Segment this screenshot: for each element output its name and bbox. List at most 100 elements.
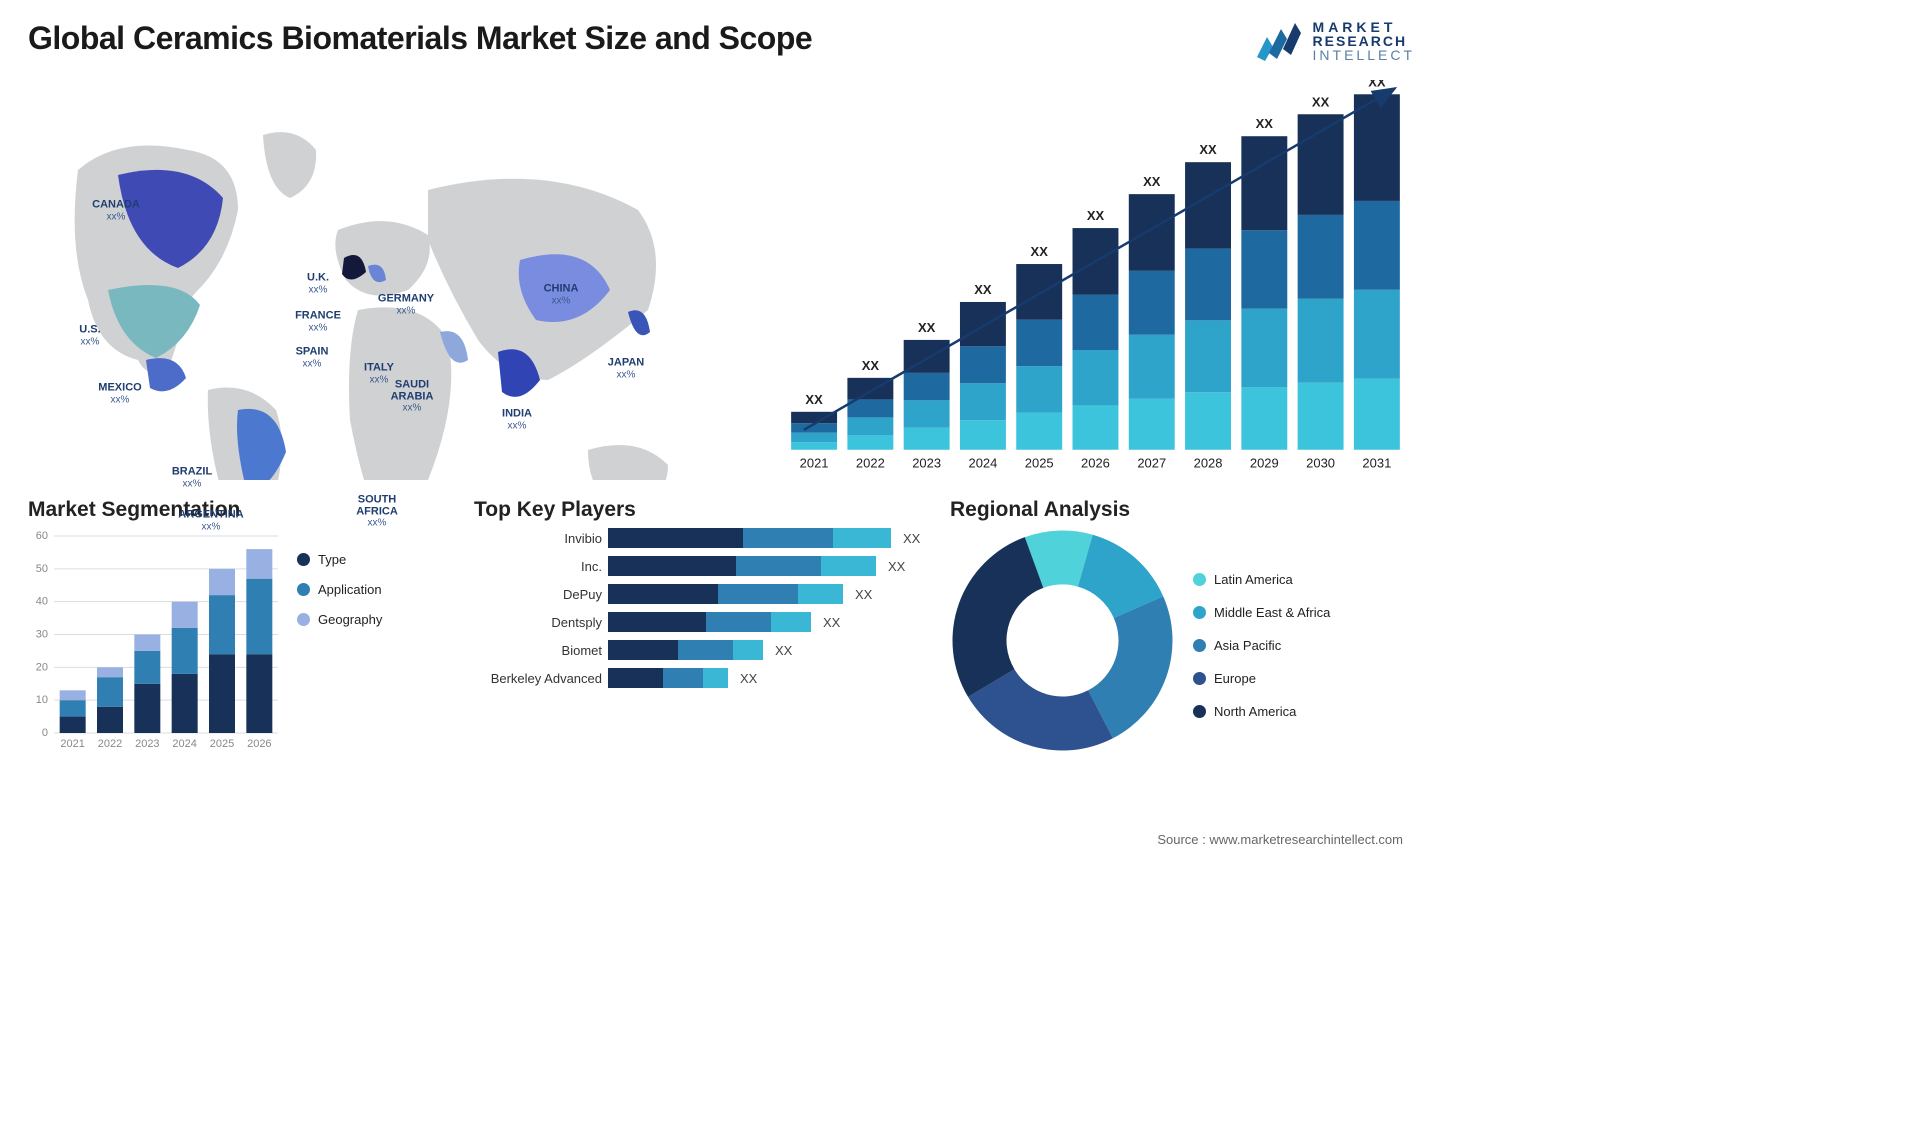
player-name: Inc. bbox=[474, 559, 602, 574]
player-row: Berkeley Advanced XX bbox=[474, 668, 924, 688]
player-bar bbox=[608, 668, 728, 688]
forecast-chart: XX2021XX2022XX2023XX2024XX2025XX2026XX20… bbox=[756, 80, 1415, 480]
svg-text:XX: XX bbox=[974, 282, 992, 297]
svg-text:2022: 2022 bbox=[98, 738, 122, 750]
legend-item: Geography bbox=[297, 612, 382, 627]
source-credit: Source : www.marketresearchintellect.com bbox=[1157, 832, 1403, 847]
segmentation-chart: 0102030405060202120222023202420252026 bbox=[28, 528, 283, 753]
player-row: Inc. XX bbox=[474, 556, 924, 576]
svg-text:XX: XX bbox=[1256, 116, 1274, 131]
map-label: SAUDIARABIAxx% bbox=[391, 380, 434, 415]
player-name: Dentsply bbox=[474, 615, 602, 630]
svg-text:20: 20 bbox=[36, 661, 48, 673]
logo-line-2: RESEARCH bbox=[1313, 34, 1415, 48]
svg-text:2022: 2022 bbox=[856, 456, 885, 471]
logo-line-1: MARKET bbox=[1313, 20, 1415, 34]
svg-text:XX: XX bbox=[1143, 174, 1161, 189]
svg-text:2023: 2023 bbox=[135, 738, 159, 750]
svg-text:2021: 2021 bbox=[800, 456, 829, 471]
svg-text:40: 40 bbox=[36, 596, 48, 608]
logo-bars-icon bbox=[1255, 21, 1303, 61]
player-row: Biomet XX bbox=[474, 640, 924, 660]
svg-text:2028: 2028 bbox=[1194, 456, 1223, 471]
svg-text:2021: 2021 bbox=[60, 738, 84, 750]
player-value: XX bbox=[888, 559, 905, 574]
brand-logo: MARKET RESEARCH INTELLECT bbox=[1255, 20, 1415, 62]
svg-text:XX: XX bbox=[805, 392, 823, 407]
player-bar bbox=[608, 640, 763, 660]
swatch-icon bbox=[1193, 672, 1206, 685]
regional-legend: Latin America Middle East & Africa Asia Pa… bbox=[1193, 562, 1330, 719]
legend-item: Type bbox=[297, 552, 382, 567]
player-bar bbox=[608, 584, 843, 604]
players-title: Top Key Players bbox=[474, 498, 924, 522]
map-label: SPAINxx% bbox=[296, 346, 329, 369]
svg-text:2026: 2026 bbox=[1081, 456, 1110, 471]
map-label: SOUTHAFRICAxx% bbox=[356, 495, 398, 530]
world-map-panel: CANADAxx%U.S.xx%MEXICOxx%BRAZILxx%ARGENT… bbox=[28, 80, 738, 480]
player-name: DePuy bbox=[474, 587, 602, 602]
swatch-icon bbox=[1193, 639, 1206, 652]
regional-donut-chart bbox=[950, 528, 1175, 753]
svg-text:0: 0 bbox=[42, 727, 48, 739]
regional-title: Regional Analysis bbox=[950, 498, 1415, 522]
player-name: Biomet bbox=[474, 643, 602, 658]
svg-text:50: 50 bbox=[36, 563, 48, 575]
player-value: XX bbox=[740, 671, 757, 686]
player-row: DePuy XX bbox=[474, 584, 924, 604]
player-row: Dentsply XX bbox=[474, 612, 924, 632]
map-label: CANADAxx% bbox=[92, 199, 140, 222]
legend-item: Application bbox=[297, 582, 382, 597]
legend-item: Europe bbox=[1193, 671, 1330, 686]
swatch-icon bbox=[297, 613, 310, 626]
legend-item: North America bbox=[1193, 704, 1330, 719]
svg-text:XX: XX bbox=[1199, 142, 1217, 157]
map-label: JAPANxx% bbox=[608, 357, 644, 380]
svg-text:2026: 2026 bbox=[247, 738, 271, 750]
player-value: XX bbox=[855, 587, 872, 602]
player-name: Berkeley Advanced bbox=[474, 671, 602, 686]
svg-text:2031: 2031 bbox=[1362, 456, 1391, 471]
svg-text:XX: XX bbox=[862, 358, 880, 373]
player-bar bbox=[608, 556, 876, 576]
swatch-icon bbox=[297, 553, 310, 566]
svg-text:2025: 2025 bbox=[1025, 456, 1054, 471]
legend-item: Asia Pacific bbox=[1193, 638, 1330, 653]
player-value: XX bbox=[775, 643, 792, 658]
legend-label: Europe bbox=[1214, 671, 1256, 686]
svg-text:30: 30 bbox=[36, 629, 48, 641]
map-label: FRANCExx% bbox=[295, 310, 341, 333]
player-row: Invibio XX bbox=[474, 528, 924, 548]
svg-text:2029: 2029 bbox=[1250, 456, 1279, 471]
page-title: Global Ceramics Biomaterials Market Size… bbox=[28, 20, 812, 57]
swatch-icon bbox=[297, 583, 310, 596]
svg-text:2030: 2030 bbox=[1306, 456, 1335, 471]
map-label: U.S.xx% bbox=[79, 324, 100, 347]
svg-text:2027: 2027 bbox=[1137, 456, 1166, 471]
player-bar bbox=[608, 612, 811, 632]
legend-label: Type bbox=[318, 552, 346, 567]
map-label: BRAZILxx% bbox=[172, 466, 212, 489]
svg-text:2024: 2024 bbox=[172, 738, 196, 750]
legend-item: Middle East & Africa bbox=[1193, 605, 1330, 620]
legend-label: Geography bbox=[318, 612, 382, 627]
svg-text:XX: XX bbox=[1368, 80, 1386, 89]
svg-text:60: 60 bbox=[36, 530, 48, 542]
legend-label: Middle East & Africa bbox=[1214, 605, 1330, 620]
player-bar bbox=[608, 528, 891, 548]
swatch-icon bbox=[1193, 573, 1206, 586]
svg-text:10: 10 bbox=[36, 694, 48, 706]
player-value: XX bbox=[823, 615, 840, 630]
legend-item: Latin America bbox=[1193, 572, 1330, 587]
map-label: INDIAxx% bbox=[502, 408, 532, 431]
svg-text:XX: XX bbox=[918, 320, 936, 335]
legend-label: North America bbox=[1214, 704, 1296, 719]
svg-text:XX: XX bbox=[1087, 208, 1105, 223]
player-name: Invibio bbox=[474, 531, 602, 546]
player-value: XX bbox=[903, 531, 920, 546]
legend-label: Latin America bbox=[1214, 572, 1293, 587]
svg-text:2024: 2024 bbox=[968, 456, 997, 471]
map-label: ARGENTINAxx% bbox=[178, 509, 243, 532]
swatch-icon bbox=[1193, 606, 1206, 619]
world-map-icon bbox=[28, 80, 738, 480]
